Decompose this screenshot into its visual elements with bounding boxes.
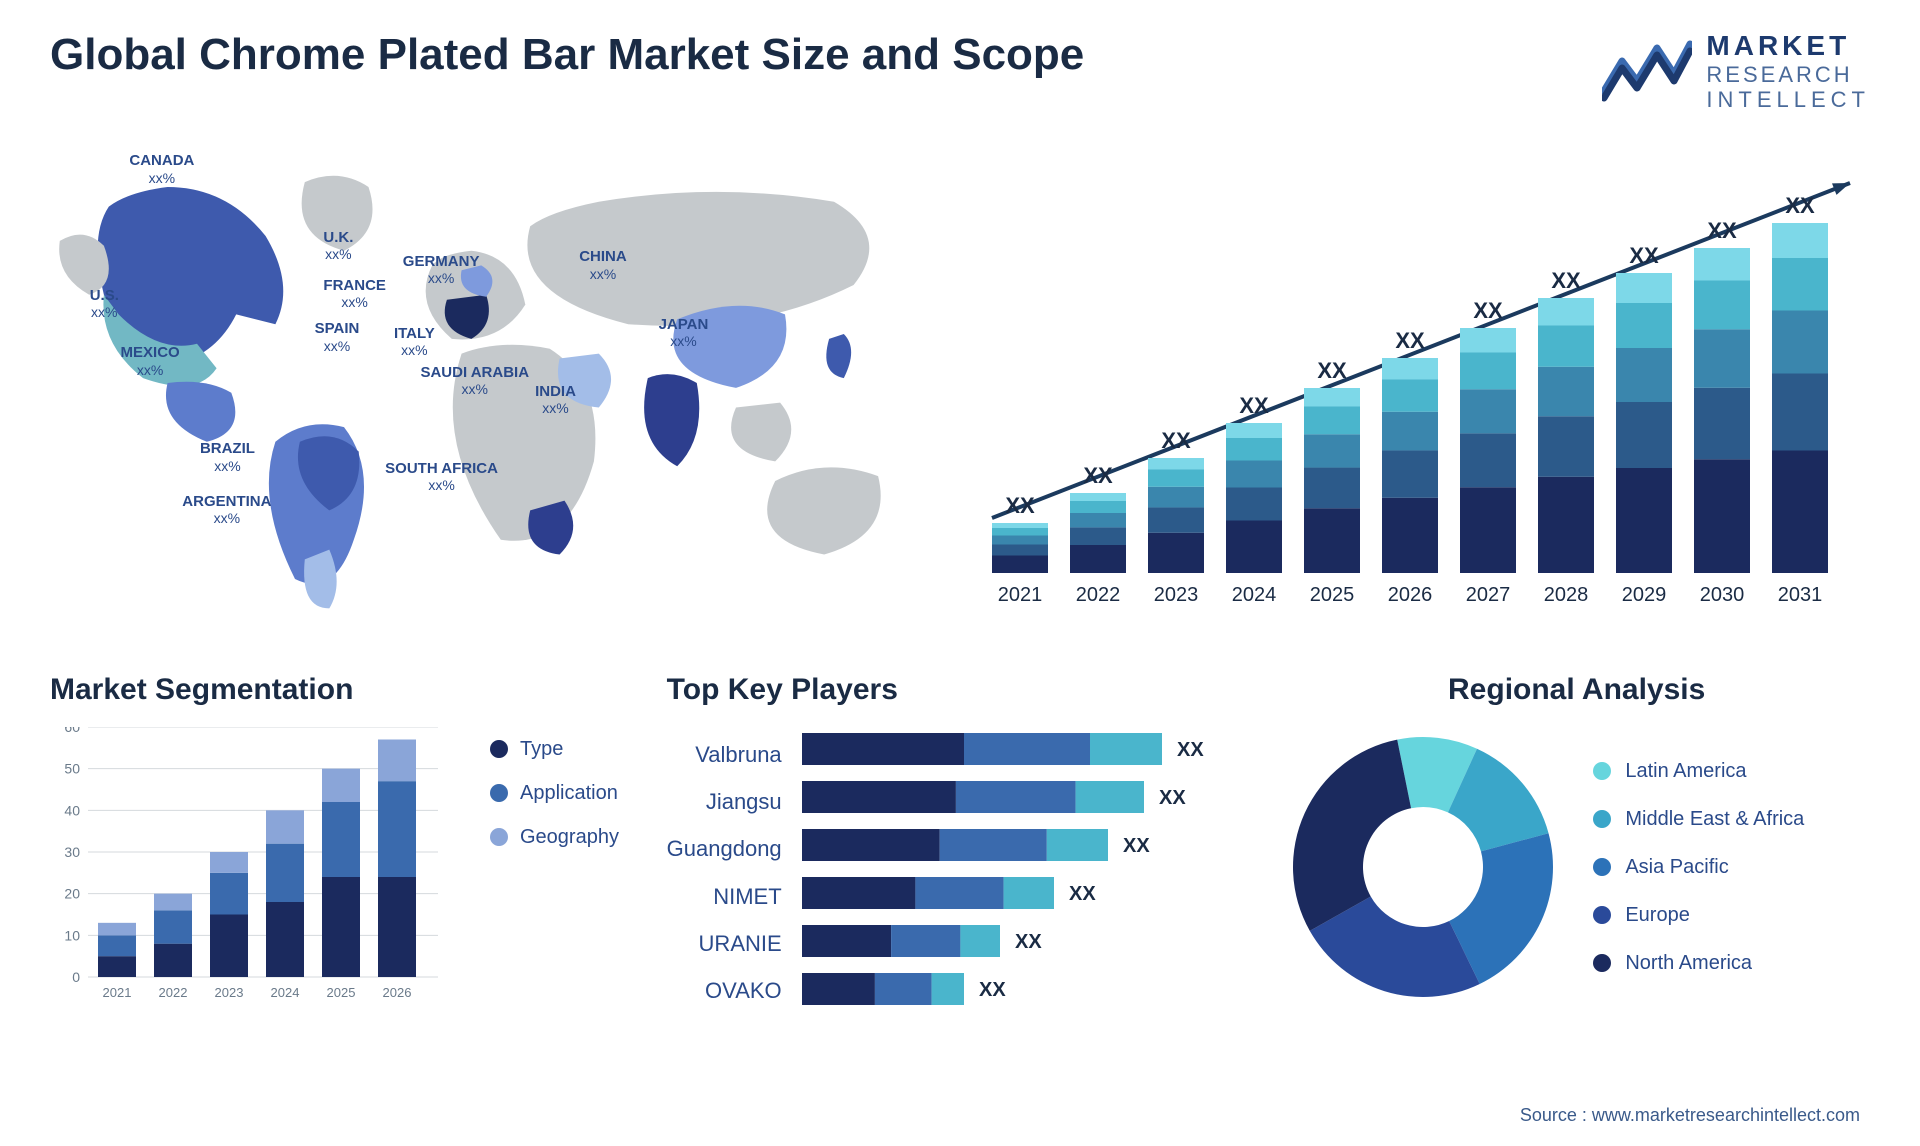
map-label: MEXICOxx% — [121, 344, 180, 377]
svg-text:60: 60 — [64, 727, 80, 735]
growth-chart: XX 2021 XX 2022 XX 2023 XX 2024 XX 2025 XX 2026 XX 20… — [972, 143, 1870, 623]
legend-item: Application — [490, 771, 619, 815]
player-name: Guangdong — [667, 825, 782, 872]
svg-text:50: 50 — [64, 760, 80, 776]
svg-text:XX: XX — [1395, 328, 1425, 353]
map-label: GERMANYxx% — [403, 253, 480, 286]
svg-text:2026: 2026 — [383, 985, 412, 1000]
svg-text:2022: 2022 — [159, 985, 188, 1000]
svg-text:2026: 2026 — [1388, 584, 1433, 606]
segmentation-legend: TypeApplicationGeography — [490, 727, 619, 859]
world-map: CANADAxx% U.S.xx%MEXICOxx% BRAZILxx% ARGENT… — [50, 143, 932, 623]
svg-text:2024: 2024 — [271, 985, 300, 1000]
map-label: ITALYxx% — [394, 325, 435, 358]
svg-text:20: 20 — [64, 885, 80, 901]
svg-text:40: 40 — [64, 802, 80, 818]
svg-text:2027: 2027 — [1466, 584, 1511, 606]
player-name: NIMET — [667, 873, 782, 920]
svg-text:XX: XX — [1005, 493, 1035, 518]
legend-item: Type — [490, 727, 619, 771]
map-label: U.S.xx% — [90, 287, 119, 320]
map-label: JAPANxx% — [659, 316, 709, 349]
svg-text:2023: 2023 — [215, 985, 244, 1000]
page-title: Global Chrome Plated Bar Market Size and… — [50, 30, 1084, 80]
svg-text:XX: XX — [1239, 393, 1269, 418]
logo-text: MARKET RESEARCH INTELLECT — [1706, 30, 1870, 113]
svg-text:XX: XX — [1015, 931, 1042, 953]
source-text: Source : www.marketresearchintellect.com — [1520, 1105, 1860, 1126]
svg-text:XX: XX — [1317, 358, 1347, 383]
map-label: INDIAxx% — [535, 383, 576, 416]
svg-text:XX: XX — [1123, 835, 1150, 857]
svg-text:2025: 2025 — [327, 985, 356, 1000]
segmentation-panel: Market Segmentation 0 10 20 30 40 50 60 2021 202… — [50, 673, 637, 1053]
svg-text:XX: XX — [1629, 243, 1659, 268]
brand-logo: MARKET RESEARCH INTELLECT — [1602, 30, 1870, 113]
svg-text:2022: 2022 — [1076, 584, 1121, 606]
svg-text:10: 10 — [64, 927, 80, 943]
map-label: SOUTH AFRICAxx% — [385, 460, 498, 493]
regional-donut-svg — [1283, 727, 1563, 1007]
legend-item: Europe — [1593, 891, 1804, 939]
bottom-section: Market Segmentation 0 10 20 30 40 50 60 2021 202… — [50, 673, 1870, 1053]
map-label: CHINAxx% — [579, 248, 627, 281]
regional-legend: Latin AmericaMiddle East & AfricaAsia Pa… — [1593, 747, 1804, 987]
players-chart-svg: XX XX XX XX XX XX — [802, 727, 1232, 1015]
segmentation-title: Market Segmentation — [50, 673, 637, 707]
svg-text:XX: XX — [1083, 463, 1113, 488]
svg-text:XX: XX — [1707, 218, 1737, 243]
player-name: Valbruna — [667, 731, 782, 778]
header: Global Chrome Plated Bar Market Size and… — [50, 30, 1870, 113]
svg-text:2023: 2023 — [1154, 584, 1199, 606]
player-name: OVAKO — [667, 967, 782, 1014]
regional-panel: Regional Analysis Latin AmericaMiddle Ea… — [1283, 673, 1870, 1053]
growth-chart-svg: XX 2021 XX 2022 XX 2023 XX 2024 XX 2025 XX 2026 XX 20… — [972, 143, 1870, 623]
svg-text:2030: 2030 — [1700, 584, 1745, 606]
legend-item: Latin America — [1593, 747, 1804, 795]
logo-line2: RESEARCH — [1706, 62, 1870, 87]
svg-text:2029: 2029 — [1622, 584, 1667, 606]
map-label: U.K.xx% — [323, 229, 353, 262]
svg-text:2021: 2021 — [103, 985, 132, 1000]
svg-text:0: 0 — [72, 969, 80, 985]
logo-line1: MARKET — [1706, 30, 1870, 62]
svg-text:XX: XX — [1159, 787, 1186, 809]
legend-item: Middle East & Africa — [1593, 795, 1804, 843]
map-label: CANADAxx% — [129, 152, 194, 185]
svg-text:XX: XX — [1161, 428, 1191, 453]
players-panel: Top Key Players ValbrunaJiangsuGuangdong… — [667, 673, 1254, 1053]
legend-item: North America — [1593, 939, 1804, 987]
svg-text:XX: XX — [1177, 739, 1204, 761]
map-label: BRAZILxx% — [200, 440, 255, 473]
logo-line3: INTELLECT — [1706, 87, 1870, 112]
logo-mark-icon — [1602, 36, 1692, 106]
svg-text:2024: 2024 — [1232, 584, 1277, 606]
map-label: FRANCExx% — [323, 277, 386, 310]
svg-text:2021: 2021 — [998, 584, 1043, 606]
map-label: SAUDI ARABIAxx% — [420, 364, 529, 397]
player-name: Jiangsu — [667, 778, 782, 825]
players-labels: ValbrunaJiangsuGuangdongNIMETURANIEOVAKO — [667, 727, 782, 1015]
legend-item: Geography — [490, 815, 619, 859]
player-name: URANIE — [667, 920, 782, 967]
svg-text:XX: XX — [1069, 883, 1096, 905]
svg-text:2031: 2031 — [1778, 584, 1823, 606]
svg-text:XX: XX — [1551, 268, 1581, 293]
top-section: CANADAxx% U.S.xx%MEXICOxx% BRAZILxx% ARGENT… — [50, 143, 1870, 623]
legend-item: Asia Pacific — [1593, 843, 1804, 891]
map-label: SPAINxx% — [315, 320, 360, 353]
regional-title: Regional Analysis — [1283, 673, 1870, 707]
segmentation-chart-svg: 0 10 20 30 40 50 60 2021 2022 2023 2024 2025 2026 — [50, 727, 460, 1047]
svg-text:XX: XX — [1785, 193, 1815, 218]
svg-text:XX: XX — [979, 979, 1006, 1001]
map-label: ARGENTINAxx% — [182, 493, 271, 526]
svg-text:XX: XX — [1473, 298, 1503, 323]
svg-text:2025: 2025 — [1310, 584, 1355, 606]
players-title: Top Key Players — [667, 673, 1254, 707]
svg-text:30: 30 — [64, 844, 80, 860]
svg-text:2028: 2028 — [1544, 584, 1589, 606]
